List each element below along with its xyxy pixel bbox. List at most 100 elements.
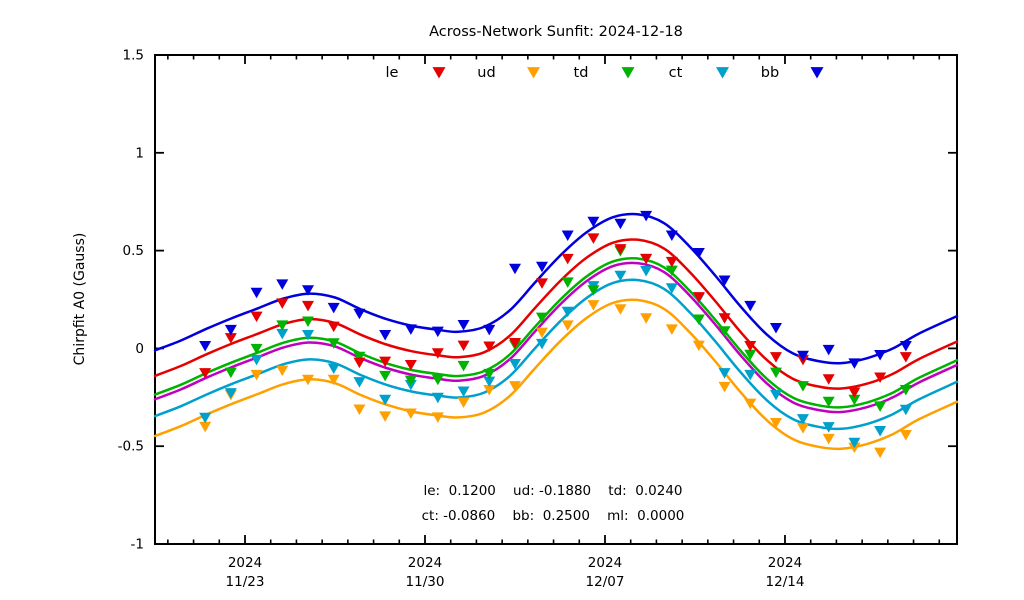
- scatter-point-ud: [353, 404, 366, 416]
- scatter-point-td: [301, 316, 314, 328]
- scatter-point-bb: [822, 344, 835, 356]
- scatter-point-ct: [848, 437, 861, 449]
- scatter-point-ct: [250, 354, 263, 366]
- y-tick-label: 1.5: [123, 48, 144, 64]
- scatter-point-le: [561, 253, 574, 265]
- scatter-point-bb: [457, 320, 470, 331]
- scatter-point-bb: [483, 324, 496, 336]
- scatter-point-ct: [796, 414, 809, 425]
- legend-marker-ud: [527, 67, 540, 79]
- x-tick-label-date: 11/23: [226, 574, 265, 590]
- y-tick-label: 0.5: [123, 243, 144, 259]
- scatter-point-le: [665, 256, 678, 268]
- scatter-point-bb: [692, 248, 705, 259]
- scatter-point-ct: [744, 369, 757, 381]
- scatter-point-ct: [640, 266, 653, 277]
- scatter-point-le: [587, 233, 600, 244]
- scatter-point-ud: [744, 398, 757, 410]
- scatter-point-ud: [561, 320, 574, 331]
- legend-marker-le: [432, 67, 446, 79]
- scatter-point-bb: [769, 322, 782, 334]
- scatter-point-ct: [301, 330, 314, 341]
- scatter-point-ct: [665, 283, 678, 294]
- scatter-point-ud: [327, 374, 340, 386]
- y-tick-label: -0.5: [118, 439, 144, 455]
- scatter-point-bb: [327, 302, 340, 314]
- scatter-point-le: [457, 340, 470, 352]
- scatter-point-ud: [535, 327, 548, 339]
- y-tick-label: 0: [135, 341, 144, 357]
- scatter-point-le: [692, 292, 705, 303]
- scatter-point-bb: [848, 358, 861, 369]
- scatter-point-ct: [508, 358, 521, 370]
- scatter-point-ud: [250, 369, 263, 381]
- x-tick-label-date: 12/07: [586, 574, 625, 590]
- scatter-point-td: [692, 314, 705, 326]
- y-tick-label: 1: [135, 145, 144, 161]
- scatter-point-ud: [769, 418, 782, 429]
- scatter-point-bb: [301, 285, 314, 296]
- scatter-point-bb: [587, 216, 600, 228]
- scatter-point-le: [431, 348, 444, 359]
- scatter-point-td: [796, 381, 809, 392]
- scatter-point-bb: [379, 330, 392, 341]
- scatter-point-ud: [718, 381, 731, 393]
- scatter-point-le: [276, 298, 289, 309]
- scatter-point-ct: [327, 363, 340, 374]
- scatter-point-bb: [224, 324, 237, 336]
- scatter-point-le: [718, 313, 731, 324]
- scatter-point-ct: [379, 394, 392, 406]
- scatter-point-ct: [561, 306, 574, 318]
- scatter-point-ct: [718, 368, 731, 379]
- scatter-point-le: [744, 340, 757, 352]
- scatter-point-td: [353, 351, 366, 363]
- legend-marker-ct: [716, 67, 729, 79]
- scatter-point-le: [822, 374, 835, 385]
- fit-offsets-annotation-line-1: le: 0.1200 ud: -0.1880 td: 0.0240: [423, 483, 683, 499]
- scatter-point-ud: [301, 374, 314, 386]
- scatter-point-ct: [353, 377, 366, 388]
- scatter-point-bb: [744, 300, 757, 312]
- scatter-point-bb: [796, 350, 809, 362]
- scatter-point-le: [508, 338, 521, 349]
- scatter-point-td: [431, 374, 444, 386]
- scatter-point-td: [718, 326, 731, 337]
- scatter-point-td: [535, 312, 548, 324]
- scatter-point-td: [276, 320, 289, 331]
- scatter-point-td: [224, 367, 237, 379]
- series-curve-ml: [153, 261, 959, 414]
- scatter-point-td: [874, 401, 887, 412]
- scatter-point-td: [483, 368, 496, 380]
- scatter-point-le: [848, 387, 861, 399]
- scatter-point-le: [640, 253, 653, 265]
- scatter-point-td: [769, 367, 782, 379]
- scatter-point-le: [769, 352, 782, 363]
- scatter-point-le: [874, 372, 887, 383]
- scatter-point-le: [353, 357, 366, 369]
- scatter-point-ud: [431, 412, 444, 423]
- scatter-point-td: [327, 338, 340, 349]
- scatter-point-ct: [535, 338, 548, 350]
- scatter-point-le: [535, 278, 548, 289]
- legend-label-le: le: [386, 65, 399, 81]
- scatter-point-bb: [404, 324, 417, 335]
- scatter-point-td: [561, 277, 574, 288]
- scatter-point-bb: [614, 218, 627, 230]
- scatter-point-ud: [508, 381, 521, 392]
- scatter-point-ud: [692, 340, 705, 352]
- legend-label-ct: ct: [669, 65, 683, 81]
- scatter-point-td: [899, 384, 912, 396]
- legend-label-td: td: [574, 65, 589, 81]
- scatter-point-ud: [199, 421, 212, 433]
- y-tick-label: -1: [131, 537, 144, 553]
- scatter-point-le: [404, 359, 417, 371]
- series-curve-td: [153, 256, 959, 409]
- x-tick-label-year: 2024: [588, 555, 622, 571]
- scatter-point-bb: [899, 340, 912, 352]
- x-tick-label-year: 2024: [228, 555, 262, 571]
- scatter-point-td: [822, 396, 835, 408]
- scatter-point-bb: [353, 308, 366, 320]
- scatter-point-le: [899, 352, 912, 363]
- scatter-point-ud: [379, 411, 392, 422]
